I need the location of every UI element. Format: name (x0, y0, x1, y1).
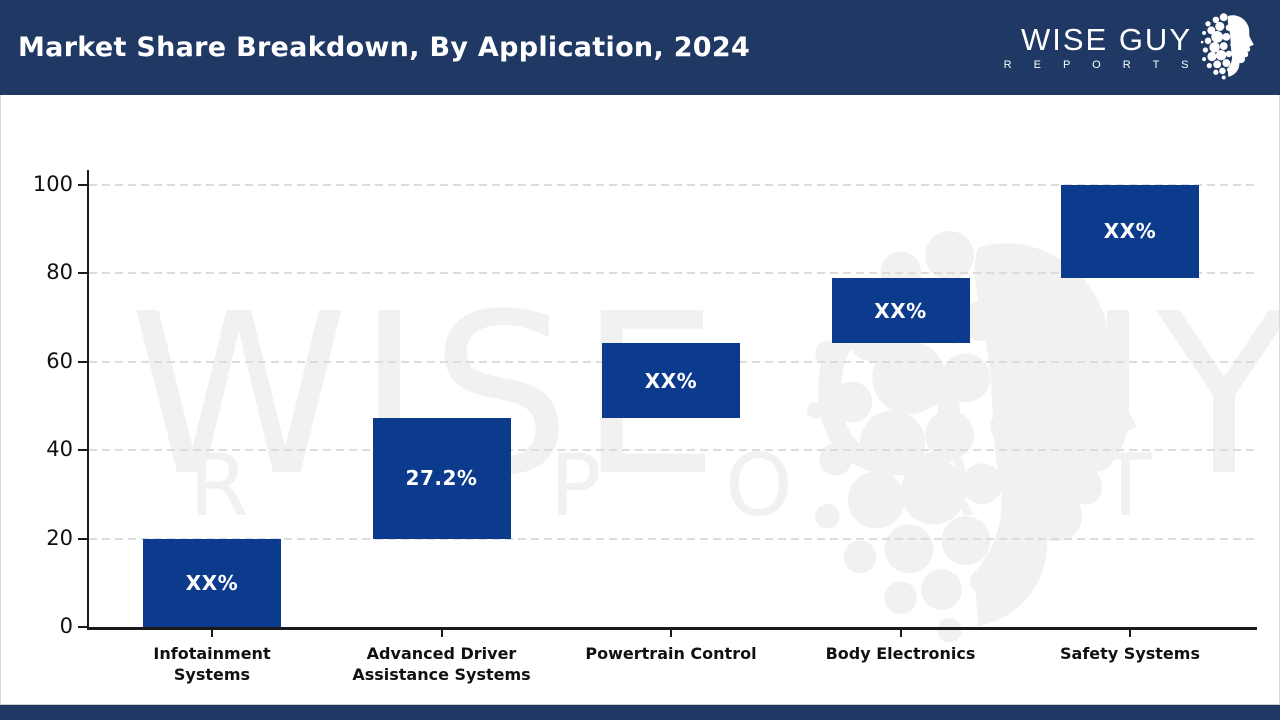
y-tick (78, 537, 87, 540)
logo-text-reports: R E P O R T S (1003, 59, 1198, 71)
logo-wordmark: WISE GUY R E P O R T S (1004, 24, 1192, 71)
gridline (89, 184, 1257, 186)
bar-value-label: XX% (874, 298, 927, 323)
x-category-label-line: Systems (173, 665, 251, 685)
y-tick (78, 184, 87, 186)
y-tick-label: 40 (46, 437, 73, 462)
y-tick (78, 626, 87, 628)
x-category-label-line: Safety Systems (1060, 644, 1200, 663)
x-category-label-line: Advanced Driver (366, 644, 517, 663)
y-tick (78, 272, 87, 275)
x-category-label-line: Body Electronics (825, 644, 976, 663)
footer-bar (0, 705, 1280, 720)
y-tick-label: 100 (32, 172, 73, 196)
y-tick-label: 20 (46, 525, 73, 550)
chart-area: WISE GUY R E P O R T S XX%27.2%XX%XX%XX%… (0, 95, 1280, 705)
y-axis-spine (87, 170, 89, 630)
gridline (89, 449, 1257, 452)
x-tick (899, 629, 902, 637)
x-category-label-line: Powertrain Control (585, 644, 757, 663)
brand-logo: WISE GUY R E P O R T S (1004, 12, 1258, 84)
bar-value-label: XX% (185, 570, 239, 595)
x-category-label: Infotainment Systems (92, 643, 332, 685)
waterfall-bar: XX% (602, 343, 740, 419)
x-axis-spine (87, 627, 1257, 630)
x-category-label: Advanced Driver Assistance Systems (322, 643, 562, 685)
x-tick (1129, 629, 1131, 637)
x-tick (211, 629, 213, 637)
y-tick-label: 80 (46, 260, 73, 285)
waterfall-bar: XX% (1061, 185, 1199, 278)
chart-title: Market Share Breakdown, By Application, … (18, 32, 751, 63)
gridline (89, 272, 1257, 275)
x-category-label-line: Assistance Systems (352, 665, 531, 685)
y-tick-label: 0 (59, 614, 73, 638)
waterfall-bar: XX% (143, 538, 281, 627)
x-category-label: Body Electronics (781, 643, 1021, 664)
waterfall-bar: XX% (831, 277, 970, 344)
plot-region: XX% 27.2% XX% XX% XX% 0 20 40 60 80 100 Infotainmen… (1, 95, 1279, 704)
bar-value-label: XX% (644, 368, 698, 393)
logo-text-wiseguy: WISE GUY (1020, 22, 1192, 57)
y-tick (78, 449, 87, 452)
x-category-label-line: Infotainment (153, 644, 271, 663)
x-tick (440, 629, 443, 637)
gridline (89, 537, 1257, 540)
bar-value-label: 27.2% (405, 466, 478, 491)
x-tick (670, 629, 672, 637)
header-bar: Market Share Breakdown, By Application, … (0, 0, 1280, 95)
waterfall-bar: 27.2% (372, 418, 511, 539)
x-category-label: Safety Systems (1010, 643, 1250, 664)
wiseguy-head-icon (1200, 12, 1254, 79)
bar-value-label: XX% (1103, 219, 1157, 244)
y-tick (78, 360, 87, 363)
y-tick-label: 60 (46, 348, 73, 373)
x-category-label: Powertrain Control (551, 643, 791, 664)
